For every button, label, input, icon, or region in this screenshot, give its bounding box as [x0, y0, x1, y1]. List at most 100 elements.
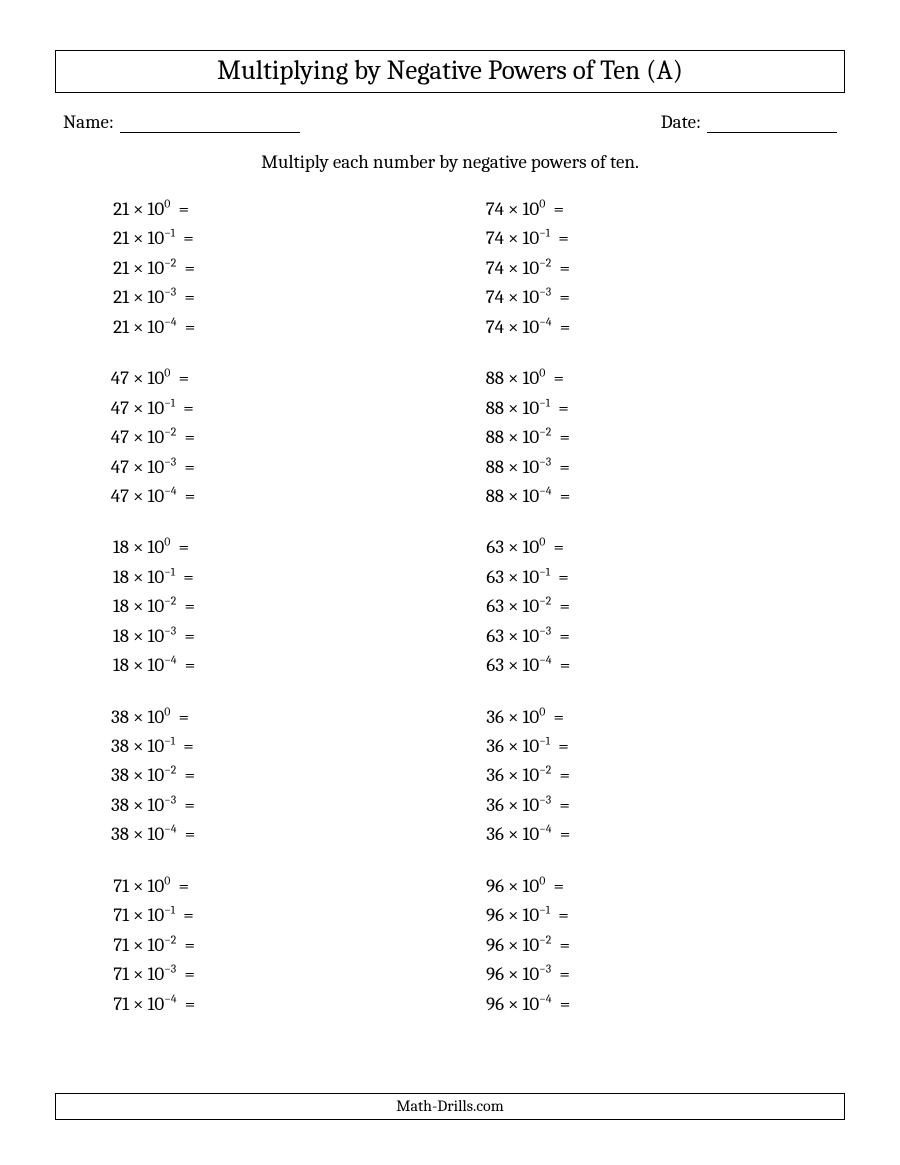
equation: 47×10−1 = — [75, 394, 450, 423]
base: 10 — [523, 875, 540, 897]
exponent: −1 — [539, 734, 550, 748]
multiplicand: 18 — [105, 533, 129, 562]
exponent: −1 — [164, 734, 175, 748]
equation: 36×100 = — [450, 703, 825, 732]
multiplicand: 47 — [105, 423, 129, 452]
multiplicand: 74 — [480, 283, 504, 312]
base: 10 — [523, 485, 540, 507]
equals-symbol: = — [181, 485, 196, 507]
equation: 18×100 = — [75, 533, 450, 562]
equals-symbol: = — [179, 904, 194, 926]
multiplicand: 36 — [480, 820, 504, 849]
base: 10 — [148, 794, 165, 816]
times-symbol: × — [508, 963, 519, 985]
multiplicand: 21 — [105, 283, 129, 312]
equals-symbol: = — [555, 764, 570, 786]
multiplicand: 47 — [105, 453, 129, 482]
multiplicand: 71 — [105, 872, 129, 901]
exponent: −2 — [539, 256, 551, 270]
exponent: 0 — [164, 366, 170, 380]
exponent: −3 — [164, 793, 176, 807]
equals-symbol: = — [179, 397, 194, 419]
exponent: −2 — [539, 932, 551, 946]
exponent: 0 — [164, 535, 170, 549]
exponent: 0 — [539, 873, 545, 887]
equation: 88×100 = — [450, 364, 825, 393]
multiplicand: 74 — [480, 254, 504, 283]
exponent: 0 — [164, 873, 170, 887]
base: 10 — [523, 706, 540, 728]
equation: 18×10−3 = — [75, 622, 450, 651]
exponent: 0 — [164, 197, 170, 211]
times-symbol: × — [508, 227, 519, 249]
base: 10 — [523, 227, 540, 249]
equation: 47×100 = — [75, 364, 450, 393]
times-symbol: × — [508, 706, 519, 728]
problem-group: 88×100 =88×10−1 =88×10−2 =88×10−3 =88×10… — [450, 364, 825, 511]
equation: 38×10−3 = — [75, 791, 450, 820]
times-symbol: × — [508, 823, 519, 845]
times-symbol: × — [508, 934, 519, 956]
equation: 18×10−4 = — [75, 651, 450, 680]
times-symbol: × — [508, 654, 519, 676]
equation: 71×10−3 = — [75, 960, 450, 989]
problem-group: 21×100 =21×10−1 =21×10−2 =21×10−3 =21×10… — [75, 195, 450, 342]
base: 10 — [148, 934, 165, 956]
equation: 74×10−4 = — [450, 313, 825, 342]
base: 10 — [148, 706, 165, 728]
multiplicand: 38 — [105, 761, 129, 790]
equation: 88×10−4 = — [450, 482, 825, 511]
multiplicand: 71 — [105, 901, 129, 930]
exponent: −1 — [539, 564, 550, 578]
exponent: −3 — [164, 962, 176, 976]
times-symbol: × — [133, 875, 144, 897]
base: 10 — [148, 654, 165, 676]
equals-symbol: = — [174, 706, 189, 728]
equation: 38×10−1 = — [75, 732, 450, 761]
times-symbol: × — [133, 316, 144, 338]
multiplicand: 63 — [480, 563, 504, 592]
equation: 47×10−2 = — [75, 423, 450, 452]
date-input-line[interactable] — [707, 111, 837, 133]
equation: 36×10−4 = — [450, 820, 825, 849]
exponent: −1 — [164, 564, 175, 578]
times-symbol: × — [133, 904, 144, 926]
name-field: Name: — [63, 111, 300, 133]
multiplicand: 88 — [480, 394, 504, 423]
equals-symbol: = — [179, 566, 194, 588]
multiplicand: 63 — [480, 533, 504, 562]
name-input-line[interactable] — [120, 111, 300, 133]
base: 10 — [523, 625, 540, 647]
exponent: −1 — [539, 226, 550, 240]
equation: 21×10−3 = — [75, 283, 450, 312]
times-symbol: × — [133, 794, 144, 816]
multiplicand: 21 — [105, 224, 129, 253]
problems-column-right: 74×100 =74×10−1 =74×10−2 =74×10−3 =74×10… — [450, 195, 825, 1041]
equation: 96×100 = — [450, 872, 825, 901]
multiplicand: 74 — [480, 313, 504, 342]
name-label: Name: — [63, 111, 114, 133]
multiplicand: 63 — [480, 592, 504, 621]
base: 10 — [523, 904, 540, 926]
equals-symbol: = — [181, 654, 196, 676]
times-symbol: × — [133, 654, 144, 676]
base: 10 — [148, 456, 165, 478]
exponent: −2 — [539, 594, 551, 608]
times-symbol: × — [508, 875, 519, 897]
multiplicand: 21 — [105, 195, 129, 224]
equation: 18×10−2 = — [75, 592, 450, 621]
exponent: −2 — [539, 425, 551, 439]
equals-symbol: = — [555, 456, 570, 478]
equals-symbol: = — [180, 963, 195, 985]
multiplicand: 71 — [105, 990, 129, 1019]
base: 10 — [148, 735, 165, 757]
equals-symbol: = — [556, 993, 571, 1015]
exponent: 0 — [539, 197, 545, 211]
base: 10 — [148, 904, 165, 926]
exponent: −3 — [164, 623, 176, 637]
times-symbol: × — [508, 764, 519, 786]
base: 10 — [148, 536, 165, 558]
base: 10 — [148, 764, 165, 786]
equals-symbol: = — [555, 963, 570, 985]
multiplicand: 21 — [105, 254, 129, 283]
